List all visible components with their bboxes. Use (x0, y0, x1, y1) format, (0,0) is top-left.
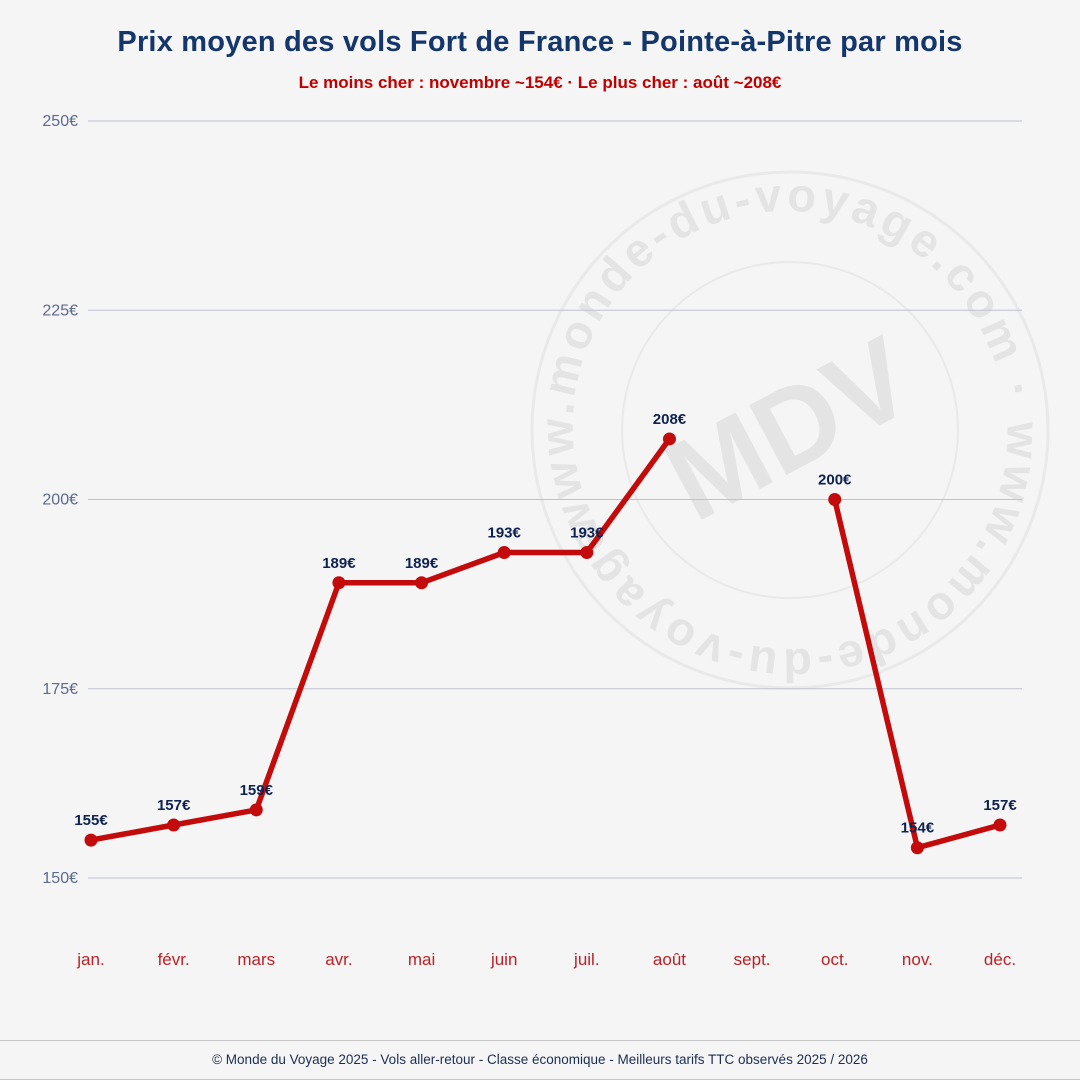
data-point (993, 818, 1007, 832)
data-point-value-label: 208€ (653, 411, 687, 428)
data-point-value-label: 155€ (74, 812, 108, 829)
x-axis-month-label: oct. (821, 950, 848, 969)
y-axis-tick-label: 175€ (42, 681, 78, 698)
chart-header: Prix moyen des vols Fort de France - Poi… (0, 0, 1080, 93)
data-point (84, 833, 98, 847)
data-point-value-label: 189€ (405, 555, 439, 572)
page-title: Prix moyen des vols Fort de France - Poi… (117, 26, 963, 58)
data-point (828, 493, 842, 506)
x-axis-month-label: sept. (734, 950, 771, 969)
x-axis-month-label: août (653, 950, 686, 969)
data-point-value-label: 154€ (901, 820, 935, 837)
x-axis-month-label: févr. (158, 950, 190, 969)
data-point-value-label: 159€ (240, 782, 274, 799)
data-point (249, 803, 263, 817)
y-axis-tick-label: 225€ (42, 302, 78, 319)
chart-subtitle: Le moins cher : novembre ~154€ · Le plus… (298, 73, 782, 92)
x-axis-month-label: déc. (984, 950, 1016, 969)
x-axis-month-label: juin (490, 950, 517, 969)
data-point (167, 818, 181, 832)
watermark-inner-ring (621, 261, 959, 599)
data-point (662, 432, 676, 446)
data-point (497, 545, 511, 559)
x-axis-month-label: mars (237, 950, 275, 969)
footer-text: © Monde du Voyage 2025 - Vols aller-reto… (212, 1052, 868, 1067)
x-axis-month-label: juil. (573, 950, 600, 969)
data-point-value-label: 157€ (157, 797, 191, 814)
x-axis-month-label: avr. (325, 950, 352, 969)
data-point-value-label: 200€ (818, 472, 852, 489)
y-axis-tick-label: 250€ (42, 113, 78, 130)
price-line (88, 436, 1003, 851)
y-axis-tick-label: 150€ (42, 870, 78, 887)
data-point (910, 841, 924, 855)
data-point-value-label: 193€ (487, 524, 521, 541)
y-axis-tick-label: 200€ (42, 492, 78, 509)
x-axis-month-label: mai (408, 950, 435, 969)
x-axis-month-label: jan. (76, 950, 104, 969)
data-point-value-label: 189€ (322, 555, 356, 572)
x-axis-month-label: nov. (902, 950, 933, 969)
footer-bar: © Monde du Voyage 2025 - Vols aller-reto… (0, 1040, 1080, 1080)
data-point (332, 576, 346, 590)
data-point-value-label: 193€ (570, 524, 604, 541)
data-point-value-label: 157€ (983, 797, 1017, 814)
data-point (415, 576, 429, 590)
data-point (580, 545, 594, 559)
